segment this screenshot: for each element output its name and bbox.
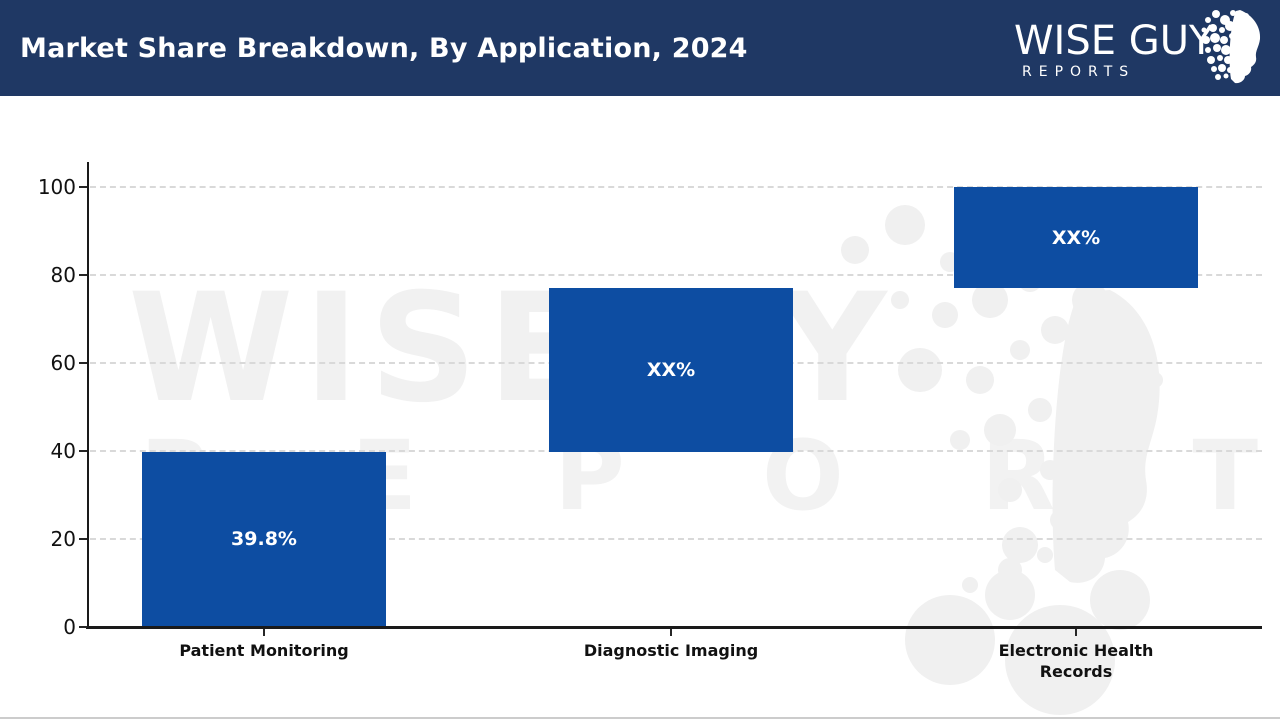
x-tick-mark bbox=[1075, 629, 1077, 636]
bar-diagnostic-imaging: XX% bbox=[549, 288, 793, 452]
bar-electronic-health-records: XX% bbox=[954, 187, 1198, 289]
y-tick-mark-0 bbox=[79, 626, 87, 628]
y-tick-label-20: 20 bbox=[50, 527, 76, 551]
y-tick-label-60: 60 bbox=[50, 351, 76, 375]
bar-patient-monitoring: 39.8% bbox=[142, 451, 386, 627]
bar-value-label: XX% bbox=[1051, 226, 1101, 249]
wise-guy-reports-logo: WISE GUY REPORTS bbox=[1012, 6, 1262, 90]
bar-value-label: XX% bbox=[646, 359, 696, 382]
y-axis-line bbox=[87, 162, 89, 629]
gridline-80 bbox=[90, 274, 1262, 276]
bar-value-label: 39.8% bbox=[231, 528, 297, 551]
y-tick-mark-80 bbox=[79, 274, 87, 276]
logo-name-text: WISE GUY bbox=[1014, 18, 1214, 64]
x-axis-label-patient-monitoring: Patient Monitoring bbox=[179, 641, 349, 660]
logo-graphic: WISE GUY REPORTS bbox=[1014, 10, 1261, 84]
y-tick-label-100: 100 bbox=[37, 175, 76, 199]
y-tick-mark-60 bbox=[79, 362, 87, 364]
y-tick-mark-20 bbox=[79, 538, 87, 540]
y-tick-label-0: 0 bbox=[63, 615, 76, 639]
x-axis-line bbox=[86, 626, 1262, 629]
page-title: Market Share Breakdown, By Application, … bbox=[20, 32, 748, 64]
y-tick-label-40: 40 bbox=[50, 439, 76, 463]
x-tick-mark bbox=[263, 629, 265, 636]
watermark-text-y: Y bbox=[778, 262, 887, 436]
header-band: Market Share Breakdown, By Application, … bbox=[0, 0, 1280, 96]
x-axis-label-diagnostic-imaging: Diagnostic Imaging bbox=[583, 641, 759, 660]
x-axis-label-electronic-health-records: Electronic Health Records bbox=[998, 641, 1154, 681]
y-tick-label-80: 80 bbox=[50, 263, 76, 287]
x-tick-mark bbox=[670, 629, 672, 636]
gridline-20 bbox=[90, 538, 1262, 540]
gridline-100 bbox=[90, 186, 1262, 188]
y-tick-mark-100 bbox=[79, 186, 87, 188]
y-tick-mark-40 bbox=[79, 450, 87, 452]
logo-reports-text: REPORTS bbox=[1022, 64, 1135, 80]
footer-divider bbox=[0, 717, 1280, 719]
logo-dot-face-icon bbox=[1201, 10, 1261, 84]
